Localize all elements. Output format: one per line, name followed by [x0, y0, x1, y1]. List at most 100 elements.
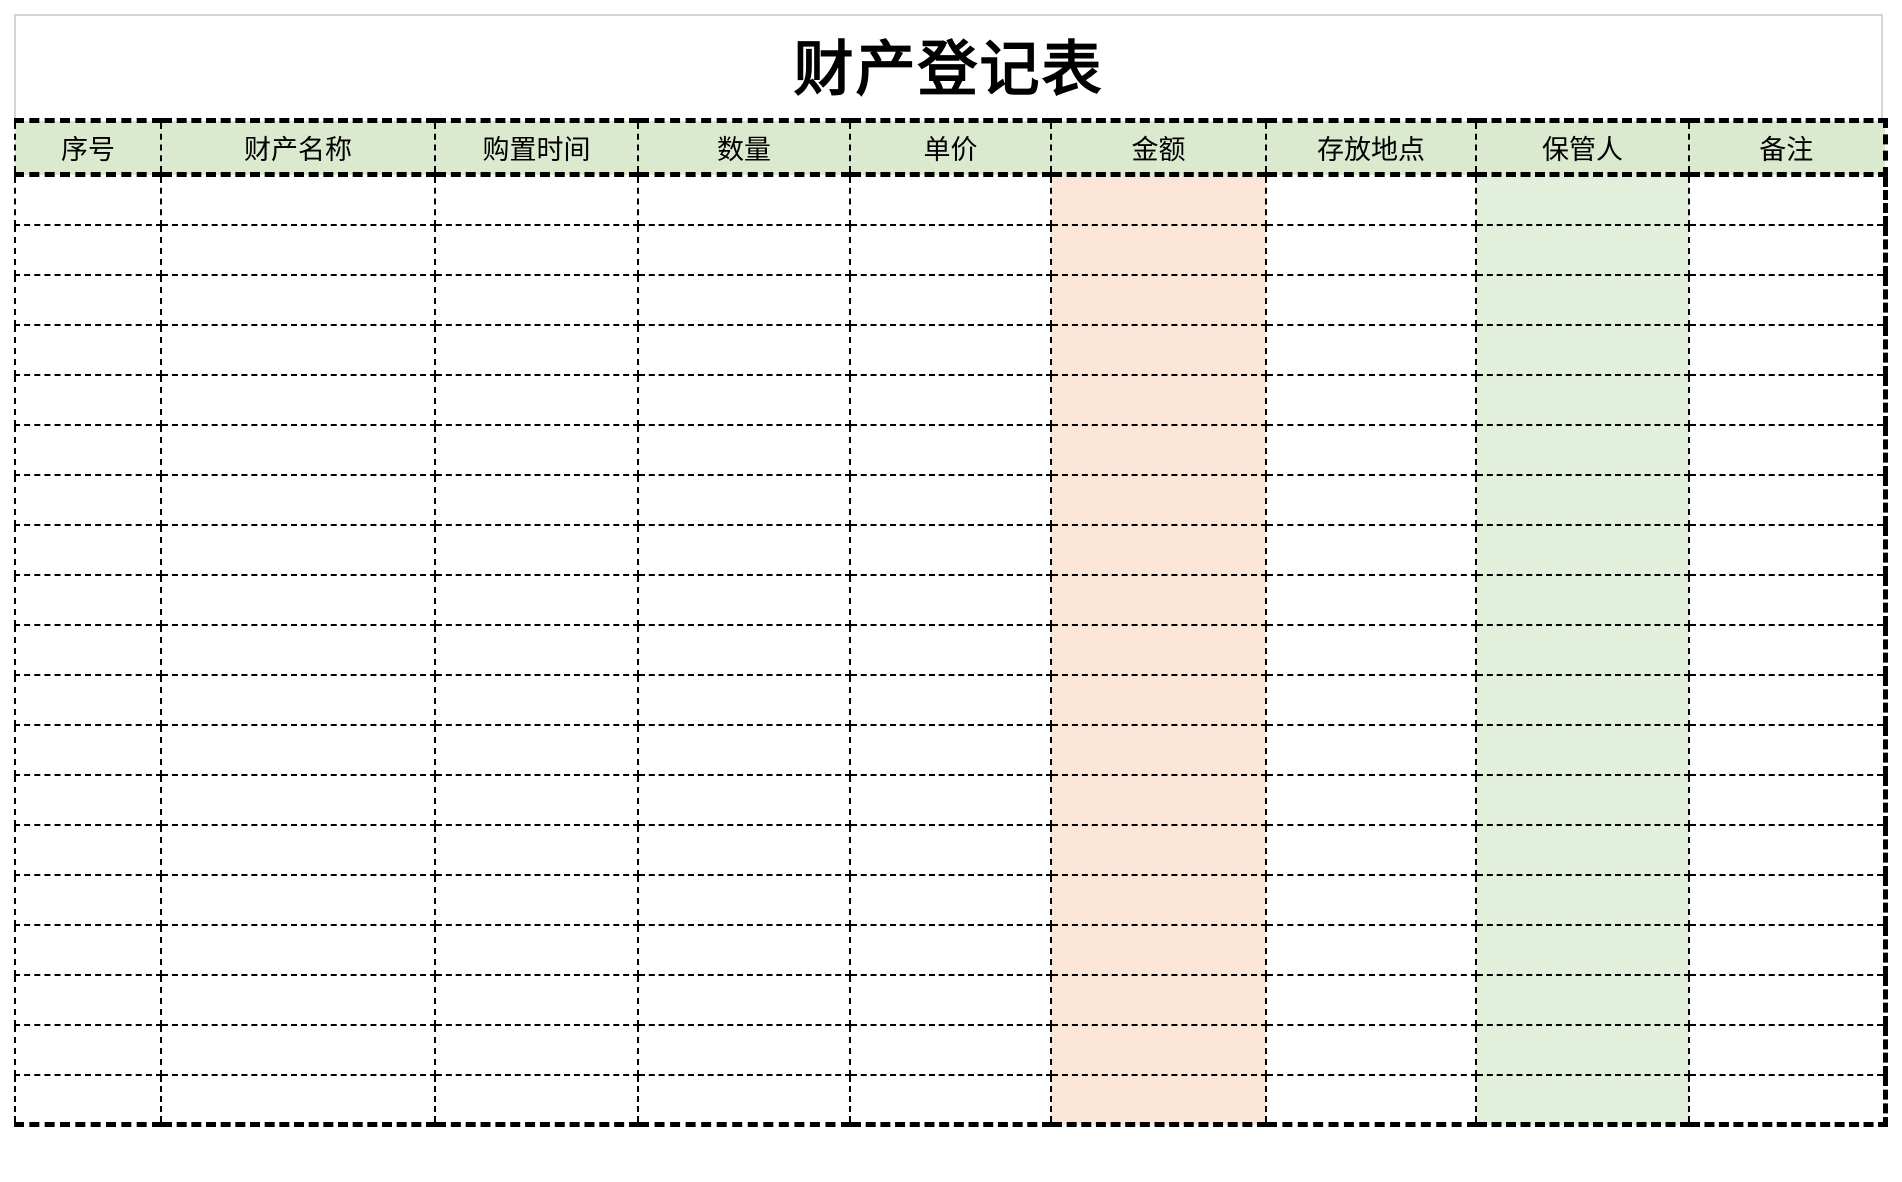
cell-remarks[interactable]: [1688, 623, 1888, 676]
cell-purchase-date[interactable]: [434, 223, 639, 276]
cell-purchase-date[interactable]: [434, 873, 639, 926]
col-header-unit-price[interactable]: 单价: [849, 118, 1052, 177]
cell-purchase-date[interactable]: [434, 323, 639, 376]
cell-unit-price[interactable]: [849, 423, 1052, 476]
cell-remarks[interactable]: [1688, 523, 1888, 576]
col-header-remarks[interactable]: 备注: [1688, 118, 1888, 177]
cell-amount[interactable]: [1050, 1073, 1267, 1127]
cell-custodian[interactable]: [1475, 873, 1690, 926]
cell-amount[interactable]: [1050, 973, 1267, 1026]
cell-storage-location[interactable]: [1265, 973, 1477, 1026]
col-header-quantity[interactable]: 数量: [637, 118, 851, 177]
cell-property-name[interactable]: [160, 923, 436, 976]
cell-purchase-date[interactable]: [434, 423, 639, 476]
cell-property-name[interactable]: [160, 173, 436, 226]
cell-serial-number[interactable]: [14, 423, 162, 476]
cell-storage-location[interactable]: [1265, 373, 1477, 426]
cell-property-name[interactable]: [160, 723, 436, 776]
cell-property-name[interactable]: [160, 523, 436, 576]
cell-custodian[interactable]: [1475, 973, 1690, 1026]
cell-purchase-date[interactable]: [434, 923, 639, 976]
cell-purchase-date[interactable]: [434, 673, 639, 726]
cell-serial-number[interactable]: [14, 323, 162, 376]
col-header-amount[interactable]: 金额: [1050, 118, 1267, 177]
cell-quantity[interactable]: [637, 173, 851, 226]
cell-storage-location[interactable]: [1265, 323, 1477, 376]
cell-serial-number[interactable]: [14, 1023, 162, 1076]
cell-remarks[interactable]: [1688, 873, 1888, 926]
cell-amount[interactable]: [1050, 773, 1267, 826]
cell-property-name[interactable]: [160, 423, 436, 476]
cell-serial-number[interactable]: [14, 723, 162, 776]
cell-unit-price[interactable]: [849, 1023, 1052, 1076]
cell-custodian[interactable]: [1475, 373, 1690, 426]
cell-serial-number[interactable]: [14, 823, 162, 876]
cell-quantity[interactable]: [637, 223, 851, 276]
cell-purchase-date[interactable]: [434, 973, 639, 1026]
cell-serial-number[interactable]: [14, 373, 162, 426]
cell-amount[interactable]: [1050, 673, 1267, 726]
cell-storage-location[interactable]: [1265, 823, 1477, 876]
cell-remarks[interactable]: [1688, 273, 1888, 326]
cell-amount[interactable]: [1050, 173, 1267, 226]
cell-custodian[interactable]: [1475, 323, 1690, 376]
cell-purchase-date[interactable]: [434, 623, 639, 676]
cell-purchase-date[interactable]: [434, 823, 639, 876]
cell-serial-number[interactable]: [14, 573, 162, 626]
cell-quantity[interactable]: [637, 473, 851, 526]
cell-property-name[interactable]: [160, 973, 436, 1026]
cell-remarks[interactable]: [1688, 373, 1888, 426]
cell-serial-number[interactable]: [14, 773, 162, 826]
cell-amount[interactable]: [1050, 273, 1267, 326]
col-header-serial-number[interactable]: 序号: [14, 118, 162, 177]
cell-amount[interactable]: [1050, 923, 1267, 976]
cell-custodian[interactable]: [1475, 823, 1690, 876]
cell-quantity[interactable]: [637, 773, 851, 826]
cell-purchase-date[interactable]: [434, 1023, 639, 1076]
cell-storage-location[interactable]: [1265, 423, 1477, 476]
cell-quantity[interactable]: [637, 373, 851, 426]
cell-unit-price[interactable]: [849, 173, 1052, 226]
cell-property-name[interactable]: [160, 773, 436, 826]
cell-storage-location[interactable]: [1265, 173, 1477, 226]
cell-remarks[interactable]: [1688, 973, 1888, 1026]
cell-storage-location[interactable]: [1265, 923, 1477, 976]
cell-unit-price[interactable]: [849, 573, 1052, 626]
cell-property-name[interactable]: [160, 273, 436, 326]
cell-purchase-date[interactable]: [434, 523, 639, 576]
cell-quantity[interactable]: [637, 823, 851, 876]
cell-custodian[interactable]: [1475, 173, 1690, 226]
cell-amount[interactable]: [1050, 623, 1267, 676]
cell-custodian[interactable]: [1475, 473, 1690, 526]
cell-remarks[interactable]: [1688, 673, 1888, 726]
cell-property-name[interactable]: [160, 373, 436, 426]
cell-serial-number[interactable]: [14, 173, 162, 226]
cell-unit-price[interactable]: [849, 623, 1052, 676]
cell-unit-price[interactable]: [849, 973, 1052, 1026]
cell-quantity[interactable]: [637, 273, 851, 326]
cell-amount[interactable]: [1050, 573, 1267, 626]
col-header-purchase-date[interactable]: 购置时间: [434, 118, 639, 177]
cell-amount[interactable]: [1050, 423, 1267, 476]
cell-storage-location[interactable]: [1265, 273, 1477, 326]
col-header-storage-location[interactable]: 存放地点: [1265, 118, 1477, 177]
cell-custodian[interactable]: [1475, 523, 1690, 576]
cell-remarks[interactable]: [1688, 723, 1888, 776]
cell-purchase-date[interactable]: [434, 773, 639, 826]
cell-custodian[interactable]: [1475, 1023, 1690, 1076]
cell-storage-location[interactable]: [1265, 223, 1477, 276]
cell-serial-number[interactable]: [14, 1073, 162, 1127]
cell-amount[interactable]: [1050, 473, 1267, 526]
cell-amount[interactable]: [1050, 323, 1267, 376]
cell-serial-number[interactable]: [14, 273, 162, 326]
cell-purchase-date[interactable]: [434, 273, 639, 326]
cell-property-name[interactable]: [160, 873, 436, 926]
cell-quantity[interactable]: [637, 623, 851, 676]
cell-serial-number[interactable]: [14, 973, 162, 1026]
cell-custodian[interactable]: [1475, 273, 1690, 326]
cell-serial-number[interactable]: [14, 923, 162, 976]
cell-remarks[interactable]: [1688, 173, 1888, 226]
cell-unit-price[interactable]: [849, 273, 1052, 326]
cell-amount[interactable]: [1050, 523, 1267, 576]
cell-storage-location[interactable]: [1265, 1023, 1477, 1076]
